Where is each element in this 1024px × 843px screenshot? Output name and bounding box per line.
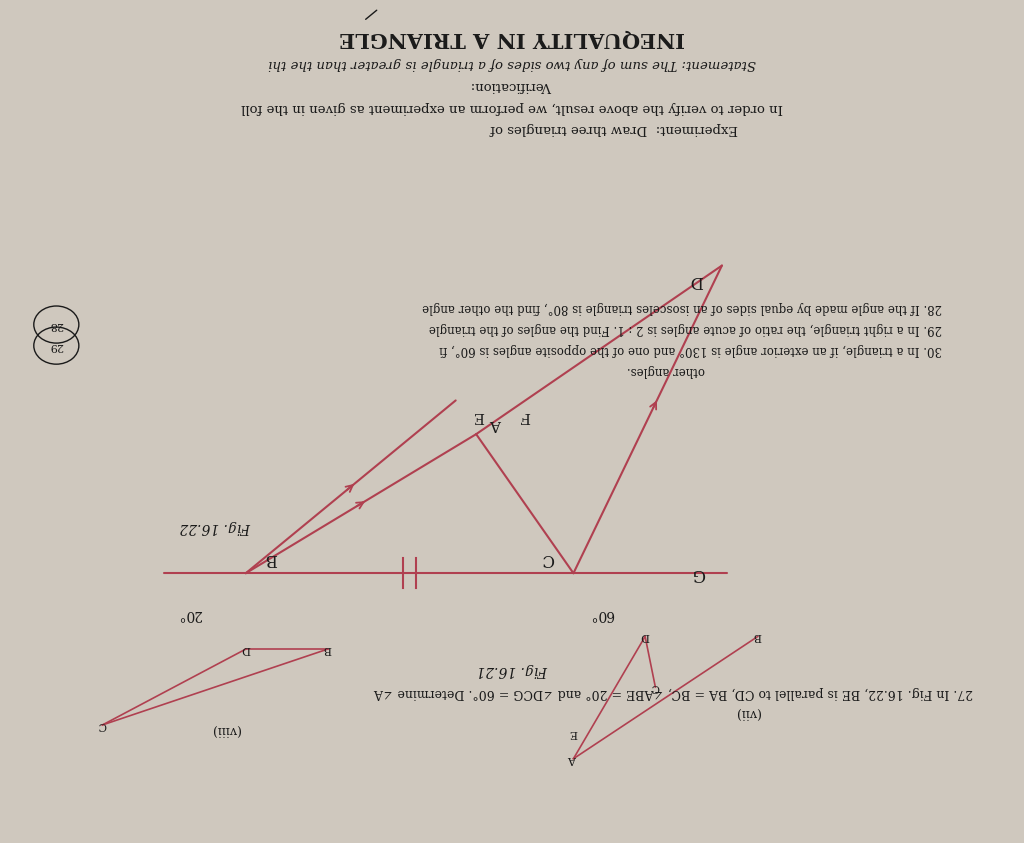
Text: Verification:: Verification: xyxy=(471,79,553,93)
Text: E: E xyxy=(473,409,483,422)
Text: F: F xyxy=(520,409,530,422)
Text: B: B xyxy=(324,644,332,654)
Text: A: A xyxy=(492,417,502,431)
Text: A: A xyxy=(569,754,578,764)
Text: 28: 28 xyxy=(49,319,63,330)
Text: D: D xyxy=(242,644,250,654)
Text: In order to verify the above result, we perform an experiment as given in the fo: In order to verify the above result, we … xyxy=(241,100,783,114)
Text: Experiment:  Draw three triangles of: Experiment: Draw three triangles of xyxy=(490,122,738,136)
Text: 60°: 60° xyxy=(590,607,614,620)
Text: Fig. 16.22: Fig. 16.22 xyxy=(179,520,251,534)
Text: C: C xyxy=(651,682,659,692)
Text: B: B xyxy=(265,550,278,566)
Text: C: C xyxy=(98,720,106,730)
Text: E: E xyxy=(569,728,578,738)
Text: other angles.: other angles. xyxy=(627,364,705,378)
Text: 20°: 20° xyxy=(177,607,202,620)
Text: 28. If the angle made by equal sides of an isosceles triangle is 80°, find the o: 28. If the angle made by equal sides of … xyxy=(422,301,942,314)
Text: (vii): (vii) xyxy=(735,706,760,719)
Text: 29. In a right triangle, the ratio of acute angles is 2 : 1. Find the angles of : 29. In a right triangle, the ratio of ac… xyxy=(429,322,942,336)
Text: D: D xyxy=(689,272,703,289)
Text: INEQUALITY IN A TRIANGLE: INEQUALITY IN A TRIANGLE xyxy=(339,28,685,48)
Text: B: B xyxy=(754,631,762,642)
Text: 29: 29 xyxy=(49,341,63,351)
Text: Fig. 16.21: Fig. 16.21 xyxy=(476,663,548,677)
Text: C: C xyxy=(542,550,554,566)
Text: D: D xyxy=(641,631,649,642)
Text: G: G xyxy=(692,565,705,582)
Text: 27. In Fig. 16.22, BE is parallel to CD, BA = BC, ∠ABE = 20° and ∠DCG = 60°. Det: 27. In Fig. 16.22, BE is parallel to CD,… xyxy=(374,686,973,700)
Text: 30. In a triangle, if an exterior angle is 130° and one of the opposite angles i: 30. In a triangle, if an exterior angle … xyxy=(439,343,942,357)
Text: Statement: The sum of any two sides of a triangle is greater than the thi: Statement: The sum of any two sides of a… xyxy=(268,56,756,70)
Text: (viii): (viii) xyxy=(211,722,240,736)
